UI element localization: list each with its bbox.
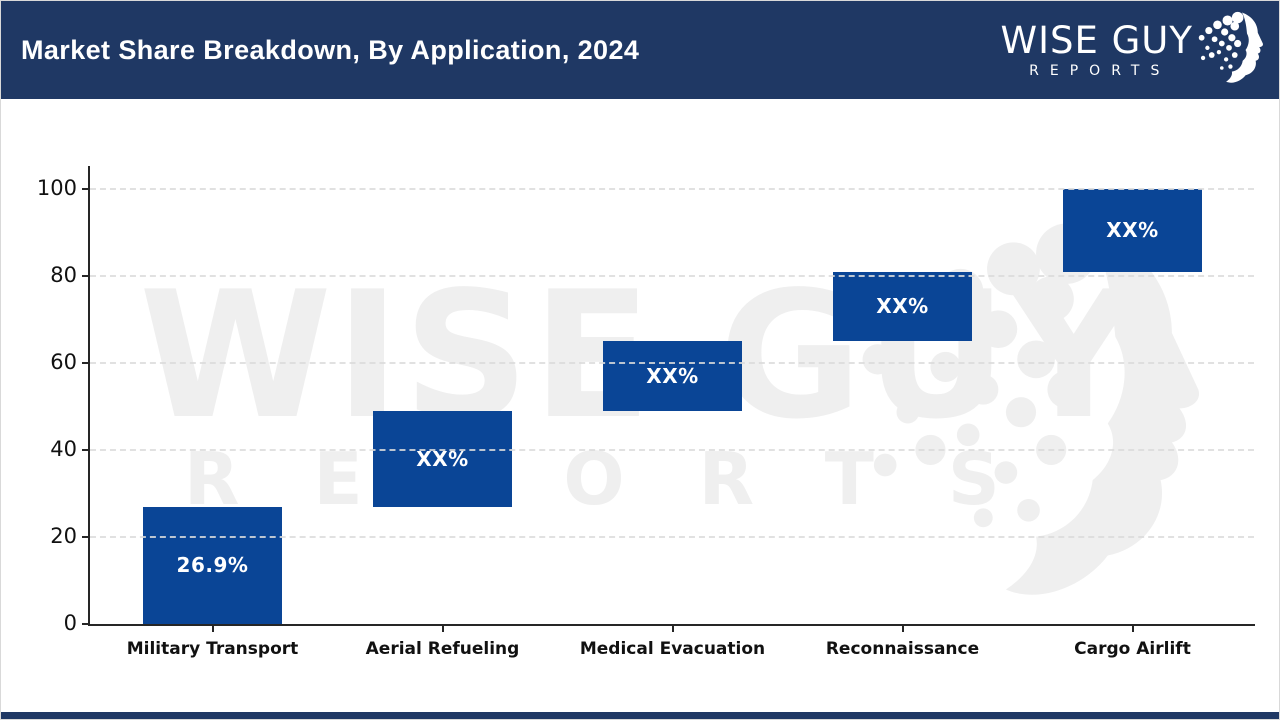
category-label: Medical Evacuation [579, 639, 766, 659]
footer-accent-bar [1, 712, 1279, 719]
category-label: Cargo Airlift [1074, 639, 1191, 659]
bar-segment: XX% [603, 341, 742, 411]
gridline [90, 449, 1254, 451]
x-tick-mark [211, 626, 214, 632]
x-tick-mark [1131, 626, 1134, 632]
page-title: Market Share Breakdown, By Application, … [21, 34, 640, 65]
y-tick-mark [82, 623, 88, 625]
header-bar: Market Share Breakdown, By Application, … [1, 1, 1279, 99]
dotted-face-profile-icon [1198, 11, 1263, 83]
gridline [90, 362, 1254, 364]
category-label: Reconnaissance [825, 639, 980, 659]
x-tick-mark [901, 626, 904, 632]
bar-value-label: 26.9% [176, 553, 249, 578]
bar-value-label: XX% [876, 294, 929, 319]
bar-value-label: XX% [1106, 218, 1159, 243]
y-tick-mark [82, 362, 88, 364]
logo-wordmark: WISE GUY [1000, 18, 1193, 62]
y-tick-mark [82, 275, 88, 277]
bar-segment: XX% [1063, 189, 1202, 272]
bar-value-label: XX% [646, 364, 699, 389]
gridline [90, 536, 1254, 538]
gridline [90, 188, 1254, 190]
x-tick-mark [671, 626, 674, 632]
x-tick-mark [441, 626, 444, 632]
y-tick-label: 60 [50, 350, 77, 374]
logo-subtitle: REPORTS [1029, 62, 1171, 79]
watermark-subtitle: REPORTS [184, 437, 1074, 521]
bar-segment: XX% [833, 271, 972, 342]
y-tick-label: 0 [63, 611, 77, 635]
logo-text: WISE GUY REPORTS [1001, 22, 1193, 79]
category-label: Military Transport [126, 639, 299, 659]
bar-segment: XX% [373, 410, 512, 507]
bar-segment: 26.9% [143, 506, 282, 624]
y-axis-line [88, 166, 90, 626]
y-tick-label: 40 [50, 437, 77, 461]
y-tick-mark [82, 188, 88, 190]
gridline [90, 275, 1254, 277]
x-axis-line [88, 624, 1255, 626]
category-label: Aerial Refueling [365, 639, 520, 659]
y-tick-label: 100 [36, 176, 77, 200]
wise-guy-logo: WISE GUY REPORTS [1001, 8, 1265, 92]
y-tick-label: 20 [50, 524, 77, 548]
y-tick-mark [82, 449, 88, 451]
y-tick-mark [82, 536, 88, 538]
y-tick-label: 80 [50, 263, 77, 287]
